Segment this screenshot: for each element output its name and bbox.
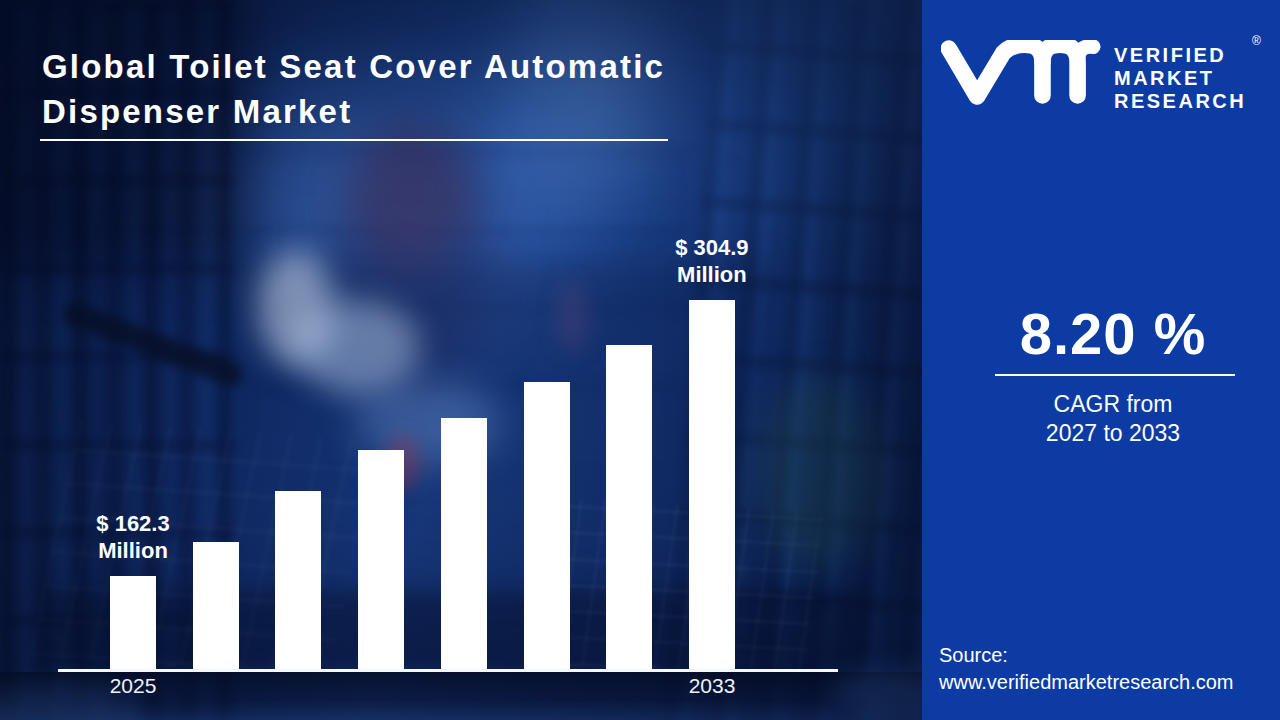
bar-value-label: $ 304.9Million bbox=[637, 234, 787, 288]
page-title: Global Toilet Seat Cover Automatic Dispe… bbox=[42, 44, 742, 134]
bar-2025 bbox=[110, 576, 156, 670]
cagr-caption: CAGR from 2027 to 2033 bbox=[934, 390, 1280, 448]
source-label: Source: bbox=[939, 642, 1234, 669]
vmr-logo-icon bbox=[941, 40, 1101, 106]
x-axis-label-2025: 2025 bbox=[88, 674, 178, 698]
source-url[interactable]: www.verifiedmarketresearch.com bbox=[939, 669, 1234, 696]
registered-mark: ® bbox=[1252, 34, 1261, 48]
x-axis-line bbox=[58, 669, 838, 672]
cagr-value: 8.20 % bbox=[934, 300, 1280, 367]
bar-year-2 bbox=[275, 491, 321, 670]
title-underline bbox=[40, 139, 668, 141]
bar-year-4 bbox=[441, 418, 487, 670]
stat-divider bbox=[995, 374, 1235, 376]
brand-name: VERIFIED MARKET RESEARCH bbox=[1114, 44, 1246, 113]
chart-panel: Global Toilet Seat Cover Automatic Dispe… bbox=[0, 0, 922, 720]
bar-year-3 bbox=[358, 450, 404, 670]
source-note: Source: www.verifiedmarketresearch.com bbox=[939, 642, 1234, 696]
bar-year-5 bbox=[524, 382, 570, 670]
sidebar: VERIFIED MARKET RESEARCH ® 8.20 % CAGR f… bbox=[922, 0, 1280, 720]
x-axis-label-2033: 2033 bbox=[667, 674, 757, 698]
bar-value-label: $ 162.3Million bbox=[58, 510, 208, 564]
bar-2033 bbox=[689, 300, 735, 670]
bar-year-6 bbox=[606, 345, 652, 670]
